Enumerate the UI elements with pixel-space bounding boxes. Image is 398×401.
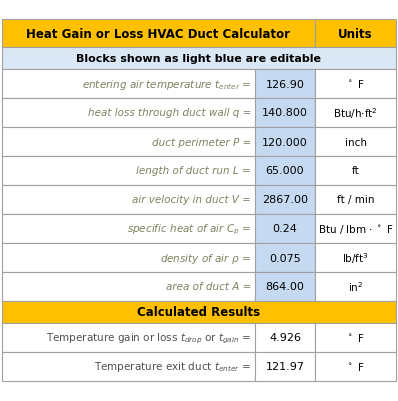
Text: inch: inch <box>345 137 367 147</box>
Bar <box>315 186 396 215</box>
Text: Temperature gain or loss $t_{drop}$ or $t_{gain}$ =: Temperature gain or loss $t_{drop}$ or $… <box>46 330 251 345</box>
Text: Blocks shown as light blue are editable: Blocks shown as light blue are editable <box>76 54 322 64</box>
Bar <box>255 243 315 272</box>
Bar <box>2 243 255 272</box>
Text: 126.90: 126.90 <box>265 79 304 89</box>
Text: Heat Gain or Loss HVAC Duct Calculator: Heat Gain or Loss HVAC Duct Calculator <box>27 27 291 41</box>
Bar <box>315 20 396 48</box>
Text: 140.800: 140.800 <box>262 108 308 118</box>
Text: 4.926: 4.926 <box>269 333 301 342</box>
Text: 120.000: 120.000 <box>262 137 308 147</box>
Bar <box>255 70 315 99</box>
Text: specific heat of air $C_p$ =: specific heat of air $C_p$ = <box>127 222 251 236</box>
Bar <box>2 157 255 186</box>
Bar <box>255 352 315 381</box>
Bar <box>315 272 396 301</box>
Text: Calculated Results: Calculated Results <box>137 306 261 319</box>
Text: entering air temperature $t_{enter}$ =: entering air temperature $t_{enter}$ = <box>82 77 251 91</box>
Text: Btu / lbm $\cdot$ $^\circ$ F: Btu / lbm $\cdot$ $^\circ$ F <box>318 223 393 235</box>
Bar <box>2 215 255 243</box>
Text: heat loss through duct wall q =: heat loss through duct wall q = <box>88 108 251 118</box>
Text: 65.000: 65.000 <box>266 166 304 176</box>
Text: lb/ft$^3$: lb/ft$^3$ <box>342 251 369 265</box>
Bar <box>315 215 396 243</box>
Text: Temperature exit duct $t_{enter}$ =: Temperature exit duct $t_{enter}$ = <box>94 360 251 374</box>
Text: Btu/h$\cdot$ft$^2$: Btu/h$\cdot$ft$^2$ <box>333 106 378 121</box>
Text: 2867.00: 2867.00 <box>262 195 308 205</box>
Text: 0.075: 0.075 <box>269 253 301 263</box>
Bar <box>2 20 315 48</box>
Text: 121.97: 121.97 <box>265 362 304 372</box>
Text: ft / min: ft / min <box>337 195 374 205</box>
Bar <box>2 99 255 128</box>
Bar <box>255 128 315 157</box>
Text: $^\circ$ F: $^\circ$ F <box>346 360 365 373</box>
Text: Units: Units <box>338 27 373 41</box>
Text: density of air $\rho$ =: density of air $\rho$ = <box>160 251 251 265</box>
Text: $^\circ$ F: $^\circ$ F <box>346 332 365 344</box>
Bar <box>315 352 396 381</box>
Bar <box>2 301 396 323</box>
Bar <box>315 243 396 272</box>
Bar <box>255 99 315 128</box>
Bar <box>255 157 315 186</box>
Bar <box>2 186 255 215</box>
Bar <box>2 323 255 352</box>
Bar <box>315 70 396 99</box>
Bar <box>2 70 255 99</box>
Bar <box>255 323 315 352</box>
Bar <box>2 272 255 301</box>
Bar <box>315 157 396 186</box>
Bar <box>255 186 315 215</box>
Bar <box>315 128 396 157</box>
Bar <box>315 323 396 352</box>
Text: $^\circ$ F: $^\circ$ F <box>346 78 365 90</box>
Text: ft: ft <box>351 166 359 176</box>
Bar <box>2 128 255 157</box>
Bar <box>2 352 255 381</box>
Bar <box>255 272 315 301</box>
Text: 864.00: 864.00 <box>265 282 304 292</box>
Text: area of duct A =: area of duct A = <box>166 282 251 292</box>
Text: air velocity in duct V =: air velocity in duct V = <box>132 195 251 205</box>
Text: 0.24: 0.24 <box>273 224 297 234</box>
Bar <box>255 215 315 243</box>
Bar <box>315 99 396 128</box>
Text: duct perimeter P =: duct perimeter P = <box>152 137 251 147</box>
Text: length of duct run L =: length of duct run L = <box>137 166 251 176</box>
Text: in$^2$: in$^2$ <box>348 280 363 294</box>
Bar <box>2 48 396 70</box>
